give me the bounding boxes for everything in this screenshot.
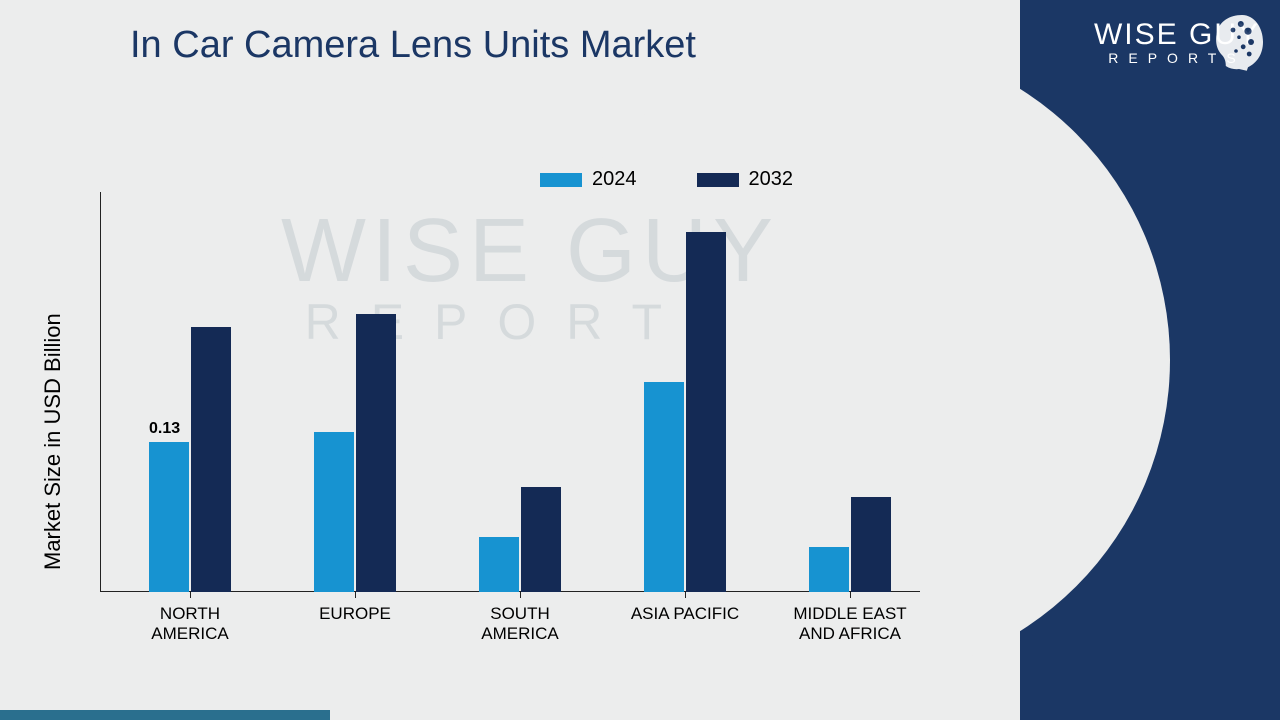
bar	[479, 537, 519, 592]
x-tick	[520, 592, 521, 598]
category-label: SOUTH AMERICA	[450, 604, 590, 643]
category-label: MIDDLE EAST AND AFRICA	[780, 604, 920, 643]
bar	[644, 382, 684, 592]
legend-item-2024: 2024	[540, 168, 637, 191]
brand-side-panel	[1020, 0, 1280, 720]
legend-label-2024: 2024	[592, 168, 637, 191]
x-tick	[685, 592, 686, 598]
bar-value-label: 0.13	[149, 420, 180, 438]
bar: 0.13	[149, 442, 189, 592]
category-label: EUROPE	[285, 604, 425, 624]
chart-title: In Car Camera Lens Units Market	[130, 24, 696, 67]
bar-group	[460, 487, 580, 592]
bar	[851, 497, 891, 592]
bar-group	[295, 314, 415, 592]
legend: 2024 2032	[540, 168, 793, 191]
head-icon	[1206, 12, 1266, 72]
bar-chart: 0.13 NORTH AMERICAEUROPESOUTH AMERICAASI…	[100, 192, 920, 592]
bar	[809, 547, 849, 592]
bar	[191, 327, 231, 592]
bar	[356, 314, 396, 592]
legend-item-2032: 2032	[697, 168, 794, 191]
bar	[521, 487, 561, 592]
x-tick	[850, 592, 851, 598]
footer-accent-bar	[0, 710, 330, 720]
y-axis	[100, 192, 101, 592]
brand-logo: WISE GUY REPORTS	[1094, 18, 1260, 66]
category-label: NORTH AMERICA	[120, 604, 260, 643]
x-tick	[190, 592, 191, 598]
bar-group: 0.13	[130, 327, 250, 592]
legend-swatch-2024	[540, 173, 582, 187]
category-label: ASIA PACIFIC	[615, 604, 755, 624]
bar	[686, 232, 726, 592]
legend-swatch-2032	[697, 173, 739, 187]
x-tick	[355, 592, 356, 598]
bar-group	[625, 232, 745, 592]
y-axis-label: Market Size in USD Billion	[40, 313, 66, 570]
bar	[314, 432, 354, 592]
legend-label-2032: 2032	[749, 168, 794, 191]
bar-group	[790, 497, 910, 592]
